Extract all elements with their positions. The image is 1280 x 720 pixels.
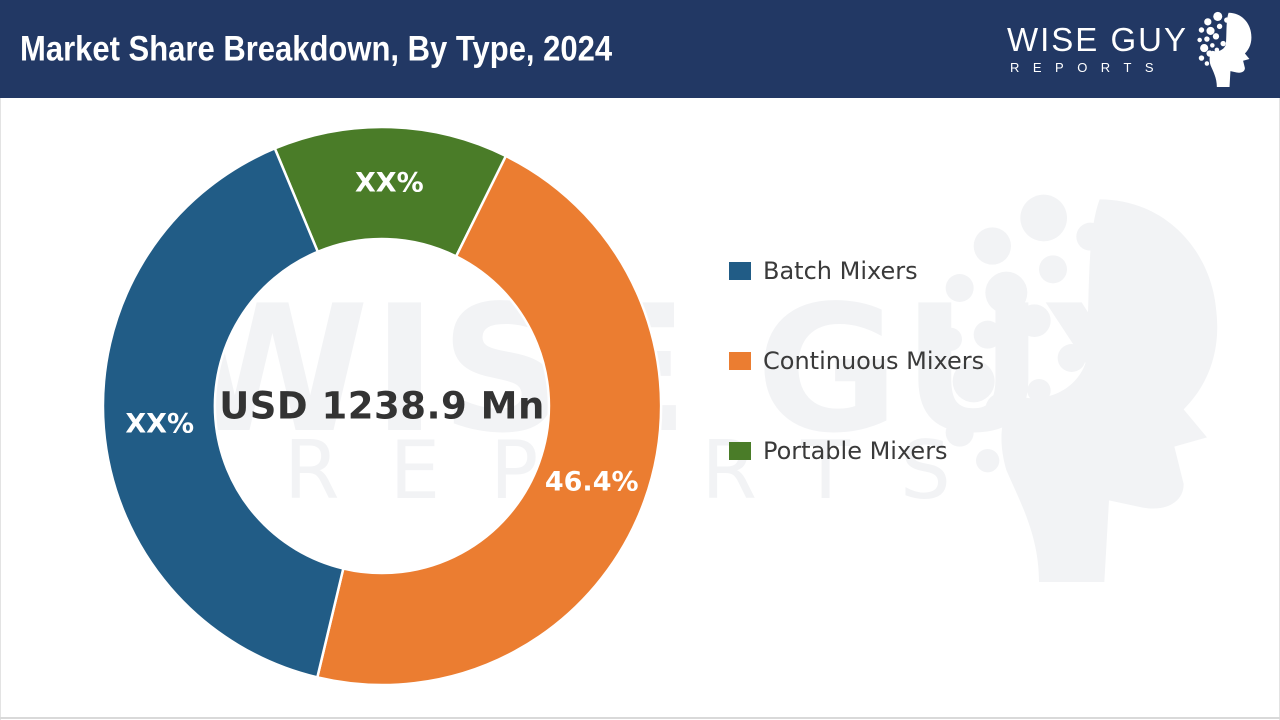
legend-swatch-batch-mixers [729,262,751,280]
chart-canvas: WISE GUY REPORTS XX%46.4%XX% USD 1238.9 … [0,98,1280,720]
donut-chart: XX% 46.4% XX% [101,125,663,687]
logo-face-icon [1196,11,1254,87]
donut-slice-continuous-mixers [316,154,663,687]
footer-divider [0,717,1280,719]
legend-label: Continuous Mixers [763,347,985,375]
logo-wordmark: WISE GUY REPORTS [1007,23,1188,75]
legend-swatch-portable-mixers [729,442,751,460]
legend-item-portable-mixers: Portable Mixers [729,437,984,465]
logo-line2: REPORTS [1009,60,1168,75]
donut-center-value: USD 1238.9 Mn [219,384,545,428]
wiseguy-logo: WISE GUY REPORTS [1007,11,1254,87]
page-title: Market Share Breakdown, By Type, 2024 [20,28,613,69]
slice-label-continuous-mixers: 46.4% [545,466,639,497]
legend-swatch-continuous-mixers [729,352,751,370]
legend-label: Batch Mixers [763,257,918,285]
header: Market Share Breakdown, By Type, 2024 WI… [0,0,1280,98]
logo-line1: WISE GUY [1006,21,1188,58]
slice-label-batch-mixers: XX% [125,408,194,439]
legend-item-batch-mixers: Batch Mixers [729,257,984,285]
legend: Batch Mixers Continuous Mixers Portable Mi… [729,257,984,527]
slice-label-portable-mixers: XX% [355,168,424,199]
legend-item-continuous-mixers: Continuous Mixers [729,347,984,375]
legend-label: Portable Mixers [763,437,948,465]
donut-slice-batch-mixers [101,147,345,679]
